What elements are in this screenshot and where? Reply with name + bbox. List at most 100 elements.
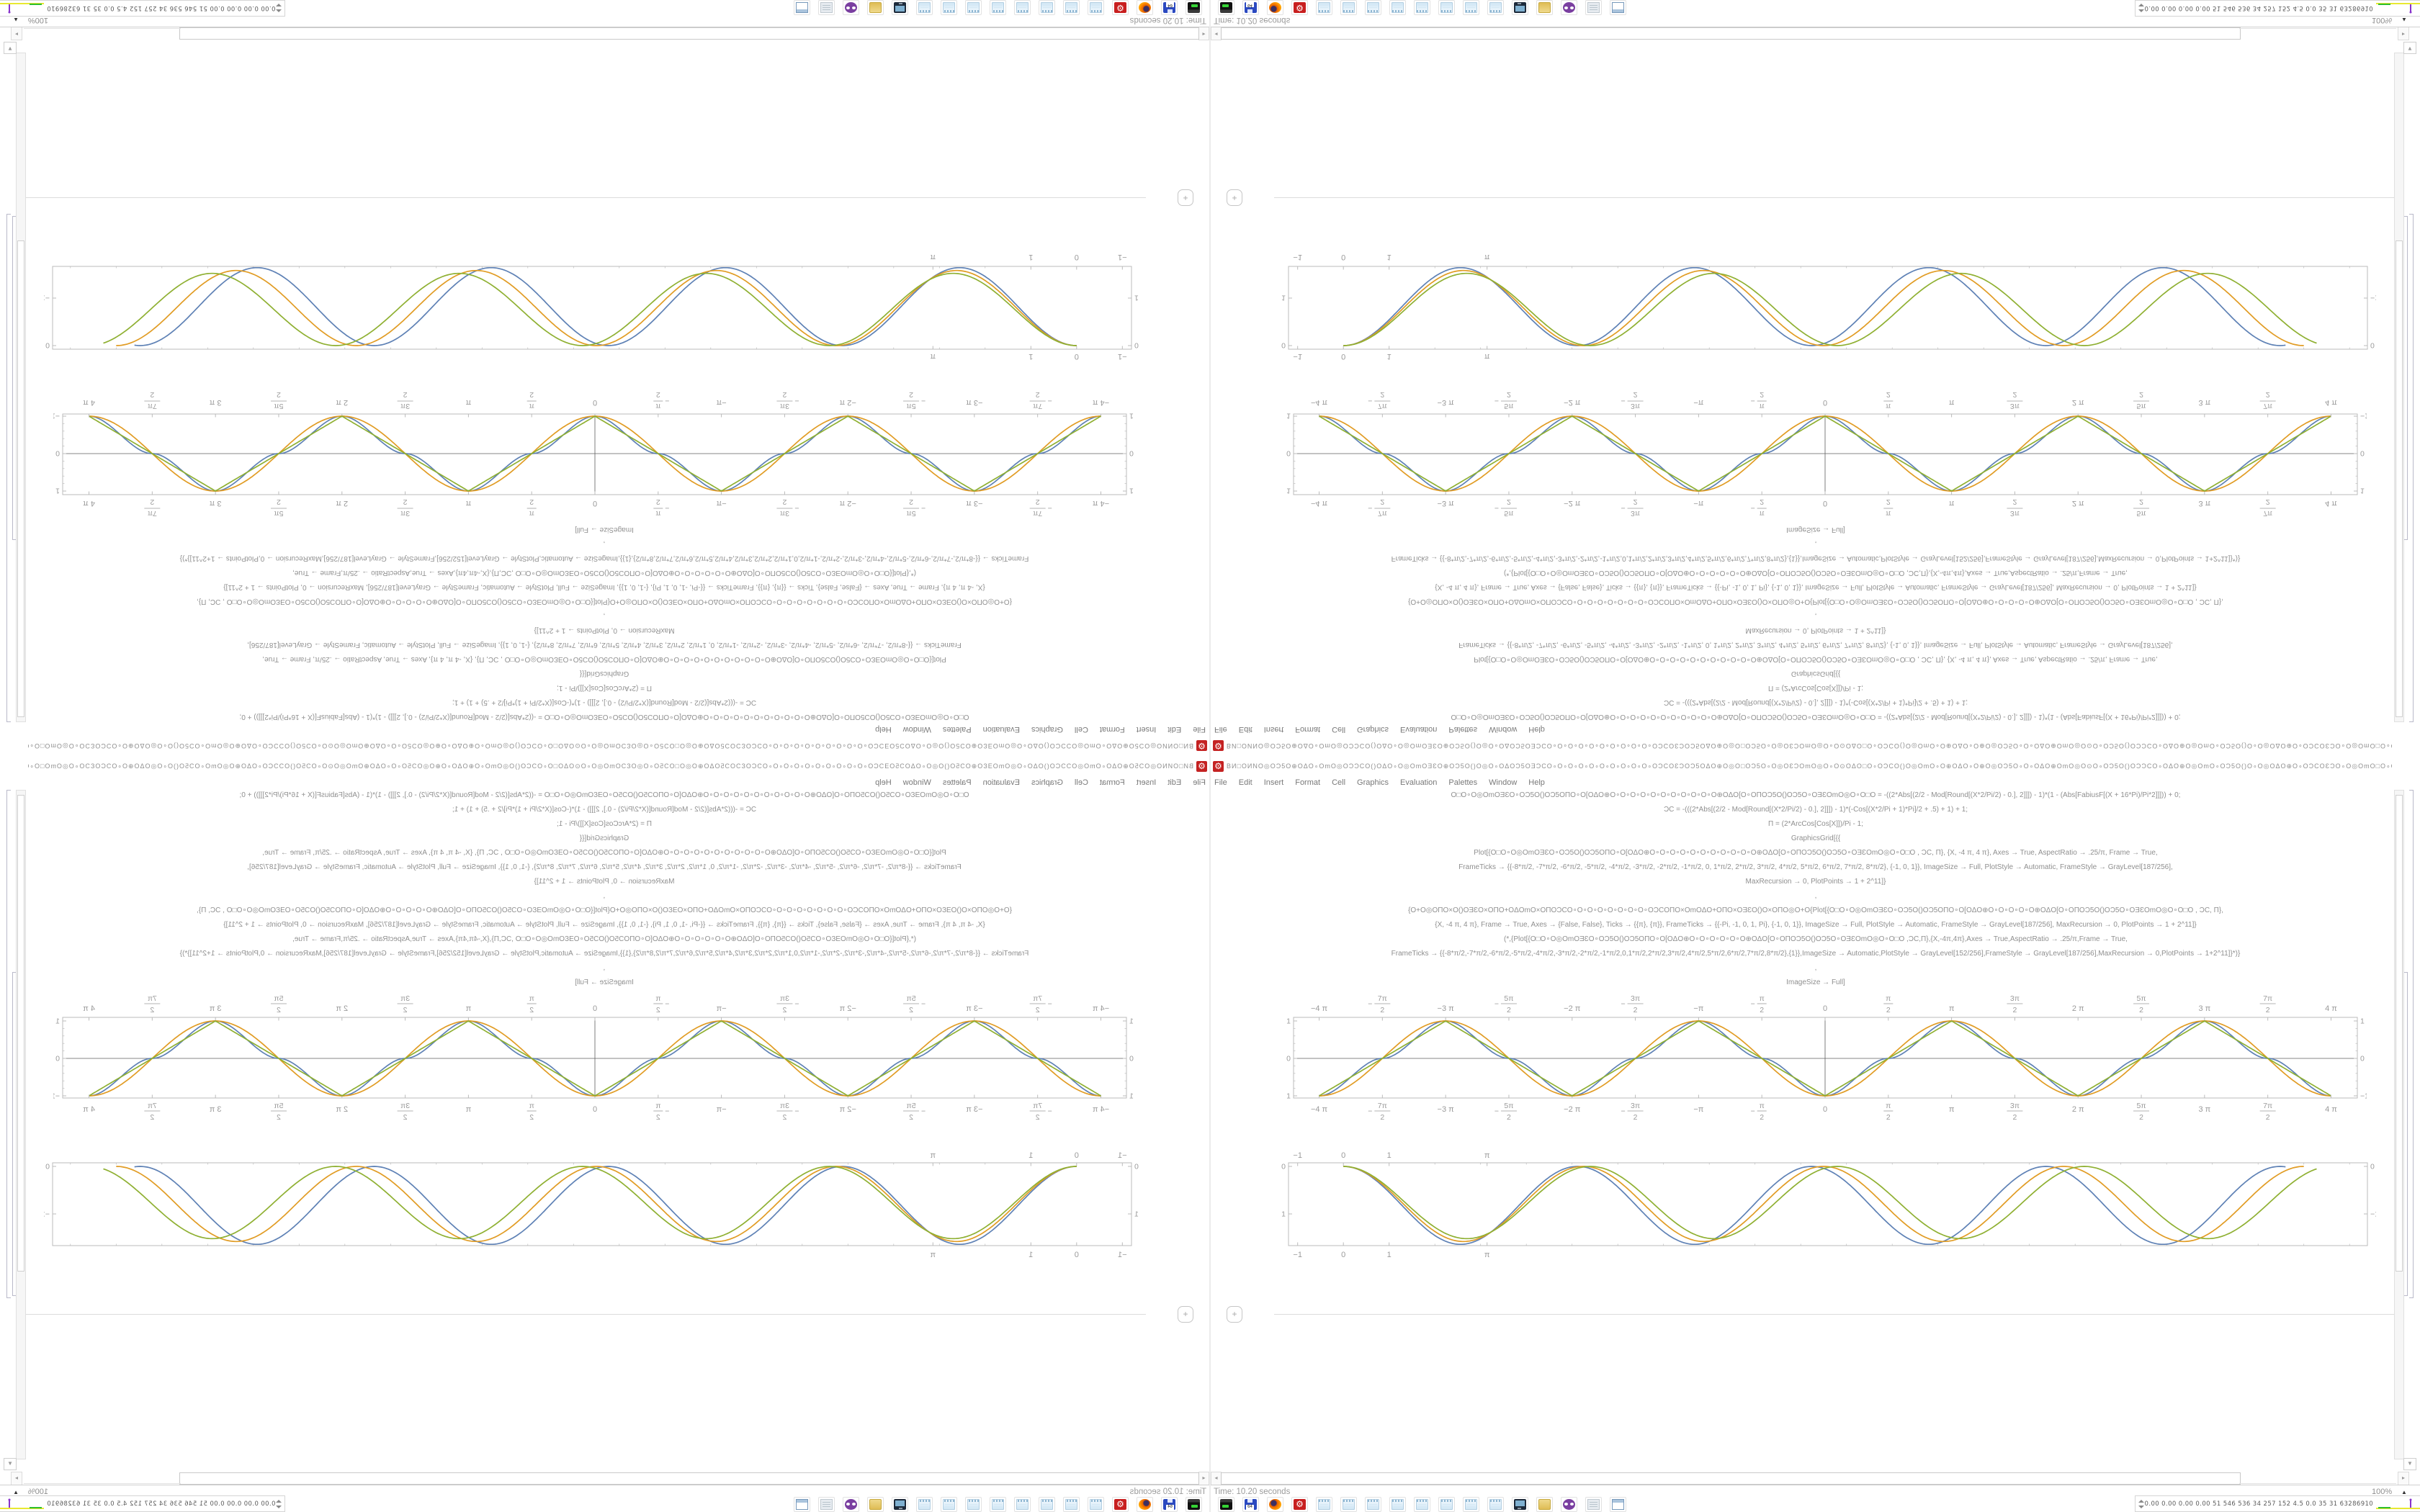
scroll-down-button[interactable]: ▼ <box>4 1458 17 1470</box>
window-icon[interactable] <box>1610 0 1626 15</box>
mathematica-icon[interactable]: ⚙ <box>1291 0 1308 15</box>
menu-item-palettes[interactable]: Palettes <box>1448 725 1478 734</box>
notepad-icon[interactable] <box>1088 1497 1104 1512</box>
gimp-icon[interactable] <box>1561 0 1577 15</box>
cell-group-bracket[interactable] <box>2409 214 2414 722</box>
monitor-icon[interactable] <box>1512 1497 1528 1512</box>
gimp-icon[interactable] <box>1561 1497 1577 1512</box>
notepad-icon[interactable] <box>1340 1497 1357 1512</box>
horizontal-scrollbar[interactable]: ◂ ▸ <box>0 27 1209 40</box>
scroll-down-button[interactable]: ▼ <box>2403 42 2416 54</box>
notepad-icon[interactable] <box>1487 0 1504 15</box>
drive-green-icon[interactable] <box>1218 1497 1234 1512</box>
vertical-scrollbar[interactable] <box>16 790 26 1459</box>
menu-item-edit[interactable]: Edit <box>1238 778 1252 787</box>
menu-item-insert[interactable]: Insert <box>1136 725 1157 734</box>
menu-item-help[interactable]: Help <box>1528 778 1545 787</box>
horizontal-scrollbar[interactable]: ◂ ▸ <box>1211 27 2420 40</box>
notebook-content[interactable]: O□O∘O◎OmOƎƐO∘OƆ5O()OƆ5OΠO∘O[OΔO⊕O∘O∘O∘O∘… <box>0 27 1209 724</box>
monitor-icon[interactable] <box>1512 0 1528 15</box>
cell-insert-plus-button[interactable]: + <box>1227 1306 1242 1323</box>
menu-item-edit[interactable]: Edit <box>1168 725 1182 734</box>
menu-item-file[interactable]: File <box>1214 778 1227 787</box>
menu-item-help[interactable]: Help <box>875 725 892 734</box>
scroll-left-button[interactable]: ◂ <box>1198 27 1209 40</box>
scroll-icon[interactable] <box>818 1497 835 1512</box>
cell-group-bracket[interactable] <box>6 214 11 722</box>
firefox-icon[interactable] <box>1137 0 1153 15</box>
menu-item-format[interactable]: Format <box>1295 778 1321 787</box>
cell-insert-plus-button[interactable]: + <box>1178 1306 1193 1323</box>
menu-item-format[interactable]: Format <box>1295 725 1321 734</box>
notepad-icon[interactable] <box>1039 1497 1055 1512</box>
notepad-icon[interactable] <box>965 1497 982 1512</box>
menu-item-cell[interactable]: Cell <box>1074 778 1088 787</box>
vertical-scrollbar[interactable] <box>16 53 26 722</box>
menu-item-insert[interactable]: Insert <box>1263 725 1284 734</box>
scroll-right-button[interactable]: ▸ <box>2398 1472 2409 1485</box>
menu-item-graphics[interactable]: Graphics <box>1031 778 1063 787</box>
horizontal-scrollbar-track[interactable] <box>2239 28 2396 40</box>
menu-item-palettes[interactable]: Palettes <box>942 778 972 787</box>
notepad-icon[interactable] <box>941 0 957 15</box>
mathematica-icon[interactable]: ⚙ <box>1112 1497 1129 1512</box>
notepad-icon[interactable] <box>1438 0 1455 15</box>
window-icon[interactable] <box>1610 1497 1626 1512</box>
notepad-icon[interactable] <box>1389 0 1406 15</box>
menu-item-edit[interactable]: Edit <box>1168 778 1182 787</box>
window-icon[interactable] <box>794 1497 810 1512</box>
notepad-icon[interactable] <box>1365 0 1381 15</box>
cell-insert-plus-button[interactable]: + <box>1178 189 1193 206</box>
notepad-icon[interactable] <box>1063 1497 1080 1512</box>
window-titlebar[interactable]: ⚙ BИ□OИNO◎OƆ5O⊕OΔO∘OmO◎OƆƆCO()OΔO∘O◎OmOƎ… <box>1211 756 2420 778</box>
horizontal-scrollbar-track[interactable] <box>2239 1472 2396 1484</box>
menu-item-format[interactable]: Format <box>1099 778 1125 787</box>
menu-item-evaluation[interactable]: Evaluation <box>982 778 1020 787</box>
magnification-value[interactable]: 100% <box>2372 1488 2393 1496</box>
notepad-icon[interactable] <box>916 1497 933 1512</box>
menu-item-help[interactable]: Help <box>1528 725 1545 734</box>
magnification-value[interactable]: 100% <box>27 16 48 24</box>
menu-item-insert[interactable]: Insert <box>1136 778 1157 787</box>
gimp-icon[interactable] <box>843 0 859 15</box>
notepad-icon[interactable] <box>1316 1497 1332 1512</box>
notepad-icon[interactable] <box>1487 1497 1504 1512</box>
magnification-value[interactable]: 100% <box>2372 16 2393 24</box>
firefox-icon[interactable] <box>1137 1497 1153 1512</box>
menu-item-cell[interactable]: Cell <box>1074 725 1088 734</box>
menu-item-graphics[interactable]: Graphics <box>1357 778 1389 787</box>
scroll-left-button[interactable]: ◂ <box>1211 27 1222 40</box>
menu-item-insert[interactable]: Insert <box>1263 778 1284 787</box>
drive-green-icon[interactable] <box>1186 0 1202 15</box>
vertical-scrollbar-thumb[interactable] <box>2396 795 2403 1272</box>
notepad-icon[interactable] <box>1039 0 1055 15</box>
scroll-down-button[interactable]: ▼ <box>4 42 17 54</box>
monitor-chevron-icon[interactable] <box>2138 4 2142 13</box>
vertical-scrollbar-thumb[interactable] <box>17 240 24 717</box>
menu-item-help[interactable]: Help <box>875 778 892 787</box>
vertical-scrollbar-thumb[interactable] <box>17 795 24 1272</box>
scroll-left-button[interactable]: ◂ <box>1211 1472 1222 1485</box>
notepad-icon[interactable] <box>1438 1497 1455 1512</box>
horizontal-scrollbar[interactable]: ◂ ▸ <box>1211 1472 2420 1485</box>
monitor-icon[interactable] <box>892 1497 908 1512</box>
monitor-chevron-icon[interactable] <box>278 1500 282 1508</box>
floppy-64-icon[interactable] <box>1161 1497 1178 1512</box>
gimp-icon[interactable] <box>843 1497 859 1512</box>
menu-item-window[interactable]: Window <box>902 778 931 787</box>
notebook-content[interactable]: O□O∘O◎OmOƎƐO∘OƆ5O()OƆ5OΠO∘O[OΔO⊕O∘O∘O∘O∘… <box>1211 788 2420 1485</box>
folder-icon[interactable] <box>1536 0 1553 15</box>
notepad-icon[interactable] <box>1088 0 1104 15</box>
window-icon[interactable] <box>794 0 810 15</box>
monitor-icon[interactable] <box>892 0 908 15</box>
notepad-icon[interactable] <box>965 0 982 15</box>
menu-item-evaluation[interactable]: Evaluation <box>1400 725 1438 734</box>
scroll-down-button[interactable]: ▼ <box>2403 1458 2416 1470</box>
menu-item-palettes[interactable]: Palettes <box>942 725 972 734</box>
horizontal-scrollbar-track[interactable] <box>24 28 181 40</box>
horizontal-scrollbar-thumb[interactable] <box>179 1472 1199 1485</box>
menu-item-evaluation[interactable]: Evaluation <box>1400 778 1438 787</box>
window-titlebar[interactable]: ⚙ BИ□OИNO◎OƆ5O⊕OΔO∘OmO◎OƆƆCO()OΔO∘O◎OmOƎ… <box>0 734 1209 756</box>
firefox-icon[interactable] <box>1267 1497 1283 1512</box>
mathematica-icon[interactable]: ⚙ <box>1291 1497 1308 1512</box>
